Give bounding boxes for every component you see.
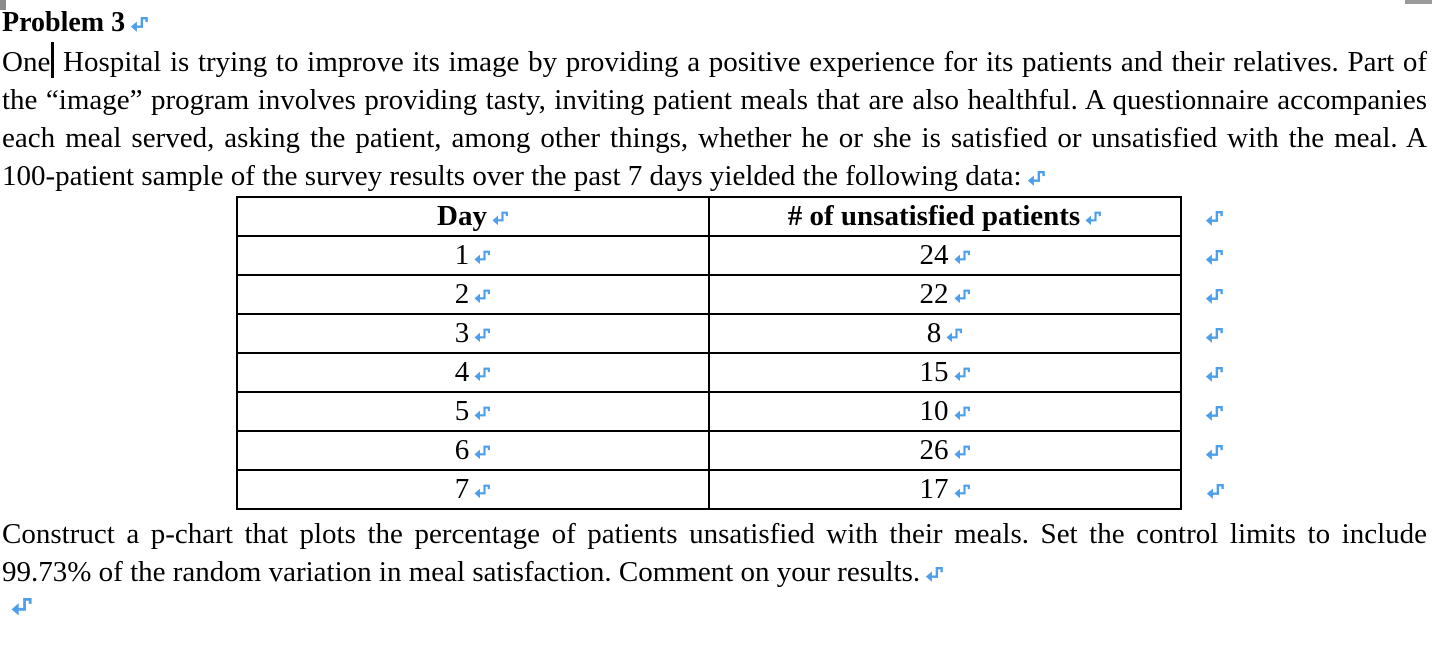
count-cell[interactable]: 26 (708, 430, 1182, 471)
day-value: 2 (454, 278, 470, 310)
cell-return-mark-icon (471, 324, 491, 344)
cell-return-mark-icon (951, 363, 971, 383)
document-page[interactable]: Problem 3 One Hospital is trying to impr… (0, 0, 1432, 623)
row-end-return-mark-icon (1202, 323, 1224, 345)
intro-text-before-caret: One (2, 46, 51, 78)
row-end-return-mark-icon (1202, 401, 1224, 423)
empty-paragraph[interactable] (5, 592, 1432, 623)
day-cell[interactable]: 7 (236, 469, 710, 510)
table-row: 2 22 (236, 274, 1243, 315)
instructions-paragraph[interactable]: Construct a p-chart that plots the perce… (0, 515, 1432, 591)
cell-return-mark-icon (471, 246, 491, 266)
table-row: 5 10 (236, 391, 1243, 432)
count-value: 10 (919, 395, 949, 427)
row-end-mark-cell (1181, 392, 1243, 431)
row-end-return-mark-icon (1202, 284, 1224, 306)
cell-return-mark-icon (943, 324, 963, 344)
row-end-mark-cell (1181, 197, 1243, 236)
header-cell-count[interactable]: # of unsatisfied patients (708, 196, 1182, 237)
day-cell[interactable]: 3 (236, 313, 710, 354)
survey-table-container: Day # of unsatisfied patients 1 24 2 22 … (236, 196, 1432, 510)
day-value: 1 (454, 239, 470, 271)
instructions-text: Construct a p-chart that plots the perce… (2, 518, 1427, 588)
row-end-mark-cell (1181, 314, 1243, 353)
day-value: 4 (454, 356, 470, 388)
table-row: 4 15 (236, 352, 1243, 393)
count-value: 22 (919, 278, 949, 310)
day-cell[interactable]: 2 (236, 274, 710, 315)
screen-artifact-top-left (0, 0, 6, 10)
row-end-mark-cell (1181, 431, 1243, 470)
cell-return-mark-icon (471, 480, 491, 500)
count-value: 24 (919, 239, 949, 271)
row-end-return-mark-icon (1203, 479, 1225, 501)
row-end-mark-cell (1181, 275, 1243, 314)
header-label-count: # of unsatisfied patients (787, 200, 1081, 232)
row-end-return-mark-icon (1202, 440, 1224, 462)
count-value: 26 (919, 434, 949, 466)
row-end-mark-cell (1181, 353, 1243, 392)
intro-text-after-caret: Hospital is trying to improve its image … (2, 46, 1427, 192)
table-row: 6 26 (236, 430, 1243, 471)
count-value: 15 (919, 356, 949, 388)
day-cell[interactable]: 5 (236, 391, 710, 432)
cell-return-mark-icon (951, 285, 971, 305)
day-cell[interactable]: 4 (236, 352, 710, 393)
day-value: 7 (454, 473, 470, 505)
cell-return-mark-icon (489, 207, 509, 227)
cell-return-mark-icon (471, 402, 491, 422)
count-cell[interactable]: 24 (708, 235, 1182, 276)
cell-return-mark-icon (471, 441, 491, 461)
row-end-mark-cell (1181, 236, 1243, 275)
survey-table[interactable]: Day # of unsatisfied patients 1 24 2 22 … (236, 196, 1244, 510)
count-value: 8 (926, 317, 942, 349)
row-end-return-mark-icon (1202, 362, 1224, 384)
cell-return-mark-icon (471, 285, 491, 305)
header-label-day: Day (437, 200, 487, 232)
cell-return-mark-icon (471, 363, 491, 383)
day-cell[interactable]: 1 (236, 235, 710, 276)
paragraph-return-mark-icon (922, 562, 944, 584)
day-value: 6 (454, 434, 470, 466)
cell-return-mark-icon (1082, 207, 1102, 227)
table-row: 7 17 (236, 469, 1243, 510)
text-cursor (51, 42, 55, 78)
row-end-mark-cell (1181, 470, 1243, 509)
row-end-return-mark-icon (1202, 245, 1224, 267)
count-value: 17 (919, 473, 949, 505)
row-end-return-mark-icon (1202, 206, 1224, 228)
count-cell[interactable]: 15 (708, 352, 1182, 393)
cell-return-mark-icon (951, 441, 971, 461)
count-cell[interactable]: 8 (708, 313, 1182, 354)
screen-artifact-top-right (1405, 0, 1432, 4)
cell-return-mark-icon (951, 480, 971, 500)
cell-return-mark-icon (951, 402, 971, 422)
table-header-row: Day # of unsatisfied patients (236, 196, 1243, 237)
paragraph-return-mark-icon (127, 12, 149, 34)
count-cell[interactable]: 17 (708, 469, 1182, 510)
intro-paragraph[interactable]: One Hospital is trying to improve its im… (0, 42, 1432, 195)
cell-return-mark-icon (951, 246, 971, 266)
problem-title: Problem 3 (2, 7, 126, 38)
day-value: 5 (454, 395, 470, 427)
table-row: 1 24 (236, 235, 1243, 276)
problem-heading: Problem 3 (2, 4, 1428, 42)
count-cell[interactable]: 22 (708, 274, 1182, 315)
paragraph-return-mark-icon (7, 592, 33, 618)
day-cell[interactable]: 6 (236, 430, 710, 471)
count-cell[interactable]: 10 (708, 391, 1182, 432)
day-value: 3 (454, 317, 470, 349)
header-cell-day[interactable]: Day (236, 196, 710, 237)
table-row: 3 8 (236, 313, 1243, 354)
paragraph-return-mark-icon (1024, 166, 1046, 188)
